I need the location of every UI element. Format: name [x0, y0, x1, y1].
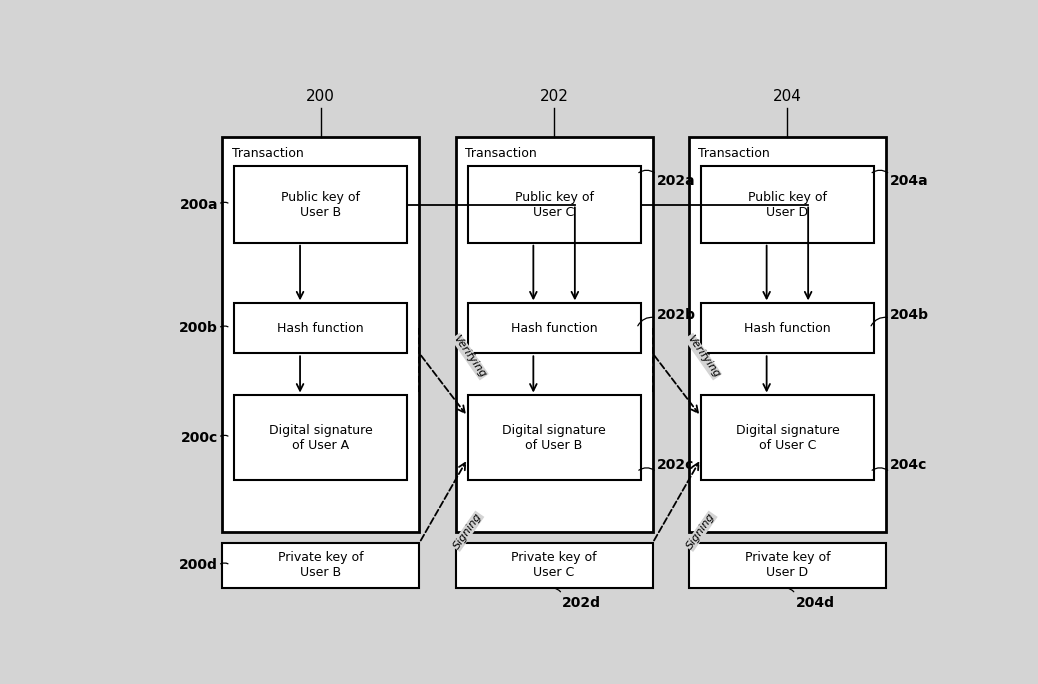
Text: Private key of
User D: Private key of User D [744, 551, 830, 579]
Text: 200b: 200b [180, 321, 218, 335]
Text: 202d: 202d [563, 596, 601, 609]
Text: Signing: Signing [452, 512, 484, 551]
FancyBboxPatch shape [689, 137, 886, 532]
Text: 200: 200 [306, 89, 335, 104]
Text: 204: 204 [773, 89, 801, 104]
Text: 204d: 204d [795, 596, 835, 609]
FancyBboxPatch shape [701, 166, 874, 243]
Text: 202c: 202c [657, 458, 694, 472]
FancyBboxPatch shape [467, 166, 640, 243]
Text: Digital signature
of User B: Digital signature of User B [502, 423, 606, 451]
FancyBboxPatch shape [235, 395, 407, 479]
Text: 200a: 200a [180, 198, 218, 211]
Text: Public key of
User B: Public key of User B [281, 191, 360, 218]
Text: Verifying: Verifying [452, 334, 488, 380]
FancyBboxPatch shape [456, 137, 653, 532]
FancyBboxPatch shape [235, 166, 407, 243]
FancyBboxPatch shape [456, 543, 653, 588]
Text: Private key of
User B: Private key of User B [278, 551, 363, 579]
FancyBboxPatch shape [701, 395, 874, 479]
FancyBboxPatch shape [235, 303, 407, 354]
Text: Transaction: Transaction [465, 147, 537, 160]
Text: Verifying: Verifying [685, 334, 721, 380]
Text: 204b: 204b [890, 308, 929, 322]
Text: Hash function: Hash function [511, 321, 598, 334]
Text: 202: 202 [540, 89, 569, 104]
Text: Hash function: Hash function [277, 321, 364, 334]
Text: Public key of
User D: Public key of User D [748, 191, 827, 218]
Text: Private key of
User C: Private key of User C [512, 551, 597, 579]
FancyBboxPatch shape [689, 543, 886, 588]
FancyBboxPatch shape [222, 543, 419, 588]
Text: 200d: 200d [180, 558, 218, 573]
Text: 204a: 204a [890, 174, 929, 188]
Text: 204c: 204c [890, 458, 927, 472]
Text: 202a: 202a [657, 174, 695, 188]
Text: Digital signature
of User A: Digital signature of User A [269, 423, 373, 451]
Text: Hash function: Hash function [744, 321, 830, 334]
Text: Public key of
User C: Public key of User C [515, 191, 594, 218]
FancyBboxPatch shape [701, 303, 874, 354]
Text: 200c: 200c [181, 431, 218, 445]
Text: Transaction: Transaction [231, 147, 304, 160]
Text: Transaction: Transaction [699, 147, 770, 160]
FancyBboxPatch shape [467, 303, 640, 354]
FancyBboxPatch shape [467, 395, 640, 479]
FancyBboxPatch shape [222, 137, 419, 532]
Text: Signing: Signing [685, 512, 717, 551]
Text: Digital signature
of User C: Digital signature of User C [736, 423, 840, 451]
Text: 202b: 202b [657, 308, 695, 322]
